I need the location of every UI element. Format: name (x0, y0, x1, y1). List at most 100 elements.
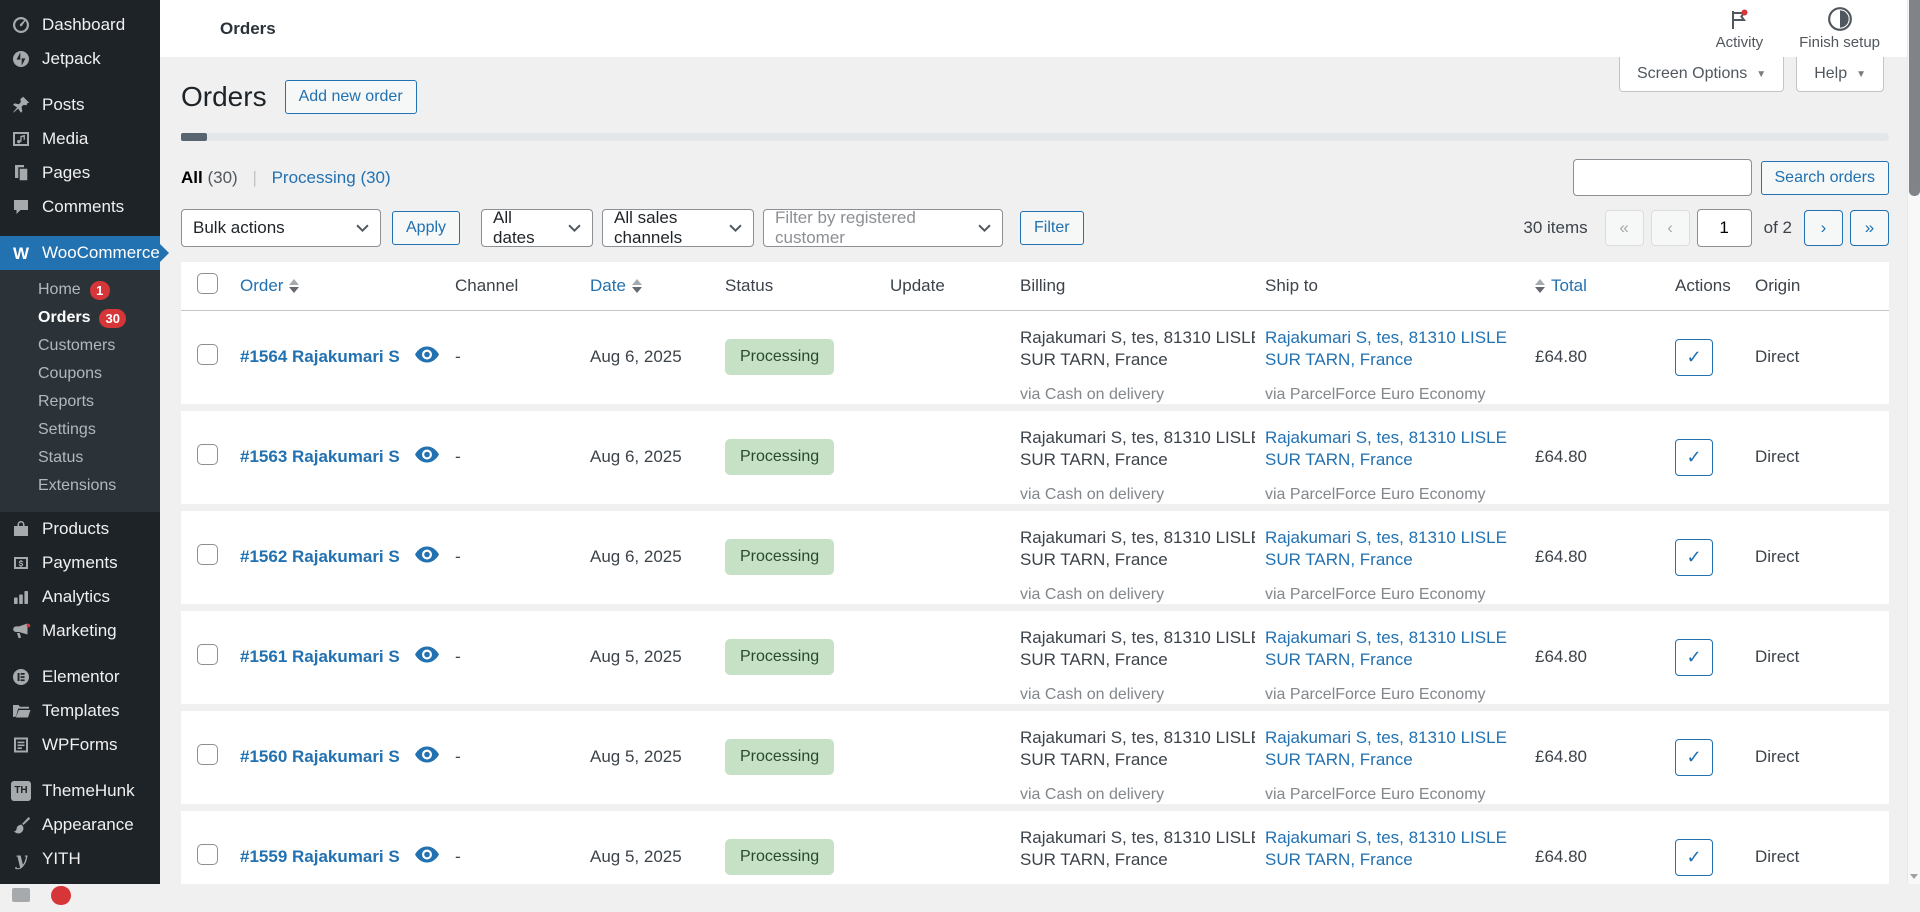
ship-to-link[interactable]: Rajakumari S, tes, 81310 LISLE SUR TARN,… (1265, 427, 1507, 469)
ship-to-link[interactable]: Rajakumari S, tes, 81310 LISLE SUR TARN,… (1265, 827, 1507, 869)
ship-to-link[interactable]: Rajakumari S, tes, 81310 LISLE SUR TARN,… (1265, 327, 1507, 369)
sidebar-item-marketing[interactable]: Marketing (0, 614, 160, 648)
row-checkbox[interactable] (197, 344, 218, 365)
sidebar-item-label: Payments (42, 553, 118, 572)
sidebar-item-yith[interactable]: y YITH (0, 842, 160, 876)
sidebar-item-label: YITH (42, 849, 81, 868)
complete-order-button[interactable]: ✓ (1675, 438, 1713, 476)
sidebar-item-templates[interactable]: Templates (0, 694, 160, 728)
add-new-order-button[interactable]: Add new order (284, 80, 417, 114)
next-page-button[interactable]: › (1804, 210, 1843, 246)
last-page-button[interactable]: » (1850, 210, 1889, 246)
order-link[interactable]: #1561 Rajakumari S (240, 647, 400, 666)
customer-filter-select[interactable]: Filter by registered customer (763, 208, 1004, 247)
sidebar-item-woocommerce[interactable]: W WooCommerce (0, 236, 169, 270)
select-all-checkbox[interactable] (197, 272, 218, 294)
row-checkbox[interactable] (197, 744, 218, 765)
ship-to-cell: Rajakumari S, tes, 81310 LISLE SUR TARN,… (1255, 607, 1525, 707)
sidebar-item-pages[interactable]: Pages (0, 156, 160, 190)
first-page-button[interactable]: « (1604, 210, 1644, 246)
sidebar-item-wpforms[interactable]: WPForms (0, 728, 160, 762)
billing-address: Rajakumari S, tes, 81310 LISLE SUR TARN,… (1020, 727, 1255, 769)
sidebar-subitem-reports[interactable]: Reports (0, 388, 160, 416)
view-processing-link[interactable]: Processing (30) (271, 167, 391, 187)
sidebar-subitem-settings[interactable]: Settings (0, 416, 160, 444)
billing-address: Rajakumari S, tes, 81310 LISLE SUR TARN,… (1020, 527, 1255, 569)
row-checkbox[interactable] (197, 844, 218, 865)
sidebar-subitem-coupons[interactable]: Coupons (0, 360, 160, 388)
screen-options-button[interactable]: Screen Options ▼ (1619, 57, 1785, 92)
sidebar-subitem-status[interactable]: Status (0, 444, 160, 472)
vertical-scrollbar-thumb[interactable] (1909, 0, 1920, 196)
view-all-link[interactable]: All (181, 167, 203, 187)
order-link[interactable]: #1559 Rajakumari S (240, 847, 400, 866)
search-input[interactable] (1572, 159, 1752, 196)
finish-setup-button[interactable]: Finish setup (1799, 6, 1880, 51)
sidebar-item-label: Templates (42, 701, 120, 720)
bulk-actions-select[interactable]: Bulk actions (181, 209, 381, 247)
sidebar-item-themehunk[interactable]: TH ThemeHunk (0, 774, 160, 808)
help-button[interactable]: Help ▼ (1796, 57, 1884, 92)
filter-button[interactable]: Filter (1020, 211, 1084, 245)
apply-button[interactable]: Apply (392, 211, 461, 245)
search-orders-button[interactable]: Search orders (1760, 160, 1889, 195)
sidebar-item-jetpack[interactable]: Jetpack (0, 42, 160, 76)
order-link[interactable]: #1562 Rajakumari S (240, 547, 400, 566)
complete-order-button[interactable]: ✓ (1675, 538, 1713, 576)
appearance-icon (10, 814, 32, 836)
preview-eye-icon[interactable] (415, 546, 439, 568)
current-page-input[interactable] (1696, 209, 1752, 247)
sidebar-item-elementor[interactable]: Elementor (0, 660, 160, 694)
row-checkbox[interactable] (197, 444, 218, 465)
sidebar-item-products[interactable]: Products (0, 512, 160, 546)
complete-order-button[interactable]: ✓ (1675, 638, 1713, 676)
sidebar-item-posts[interactable]: Posts (0, 88, 160, 122)
prev-page-button[interactable]: ‹ (1650, 210, 1690, 246)
horizontal-scrollbar[interactable] (181, 133, 1889, 141)
column-header-date[interactable]: Date (580, 262, 715, 311)
sales-channels-select[interactable]: All sales channels (602, 208, 755, 247)
activity-button[interactable]: Activity (1716, 6, 1763, 51)
view-all-count: (30) (207, 167, 238, 187)
complete-order-button[interactable]: ✓ (1675, 338, 1713, 376)
chevron-down-icon (356, 224, 369, 232)
sidebar-item-payments[interactable]: Payments (0, 546, 160, 580)
order-link[interactable]: #1563 Rajakumari S (240, 447, 400, 466)
elementor-icon (10, 666, 32, 688)
origin-cell: Direct (1755, 447, 1800, 466)
sidebar-subitem-customers[interactable]: Customers (0, 332, 160, 360)
preview-eye-icon[interactable] (415, 346, 439, 368)
ship-to-link[interactable]: Rajakumari S, tes, 81310 LISLE SUR TARN,… (1265, 627, 1507, 669)
row-checkbox[interactable] (197, 544, 218, 565)
order-link[interactable]: #1564 Rajakumari S (240, 347, 400, 366)
ship-to-link[interactable]: Rajakumari S, tes, 81310 LISLE SUR TARN,… (1265, 527, 1507, 569)
horizontal-scrollbar-thumb[interactable] (181, 133, 207, 141)
scroll-down-arrow-icon[interactable] (1910, 874, 1918, 879)
preview-eye-icon[interactable] (415, 846, 439, 868)
ship-to-link[interactable]: Rajakumari S, tes, 81310 LISLE SUR TARN,… (1265, 727, 1507, 769)
sidebar-subitem-orders[interactable]: Orders 30 (0, 304, 160, 332)
sidebar-item-media[interactable]: Media (0, 122, 160, 156)
billing-cell: Rajakumari S, tes, 81310 LISLE SUR TARN,… (1010, 707, 1255, 807)
column-header-order[interactable]: Order (230, 262, 405, 311)
sidebar-item-appearance[interactable]: Appearance (0, 808, 160, 842)
sidebar-item-dashboard[interactable]: Dashboard (0, 8, 160, 42)
vertical-scrollbar[interactable] (1907, 0, 1920, 884)
complete-order-button[interactable]: ✓ (1675, 838, 1713, 876)
sidebar-item-label: Elementor (42, 667, 120, 686)
sidebar-item-comments[interactable]: Comments (0, 190, 160, 224)
sidebar-item-analytics[interactable]: Analytics (0, 580, 160, 614)
column-header-total[interactable]: Total (1525, 262, 1665, 311)
order-link[interactable]: #1560 Rajakumari S (240, 747, 400, 766)
dates-select[interactable]: All dates (481, 208, 594, 247)
preview-eye-icon[interactable] (415, 446, 439, 468)
sidebar-item-partial[interactable] (0, 878, 160, 912)
complete-order-button[interactable]: ✓ (1675, 738, 1713, 776)
preview-eye-icon[interactable] (415, 646, 439, 668)
sidebar-subitem-home[interactable]: Home 1 (0, 276, 160, 304)
sidebar-subitem-extensions[interactable]: Extensions (0, 472, 160, 500)
row-checkbox[interactable] (197, 644, 218, 665)
ship-to-cell: Rajakumari S, tes, 81310 LISLE SUR TARN,… (1255, 707, 1525, 807)
preview-eye-icon[interactable] (415, 746, 439, 768)
